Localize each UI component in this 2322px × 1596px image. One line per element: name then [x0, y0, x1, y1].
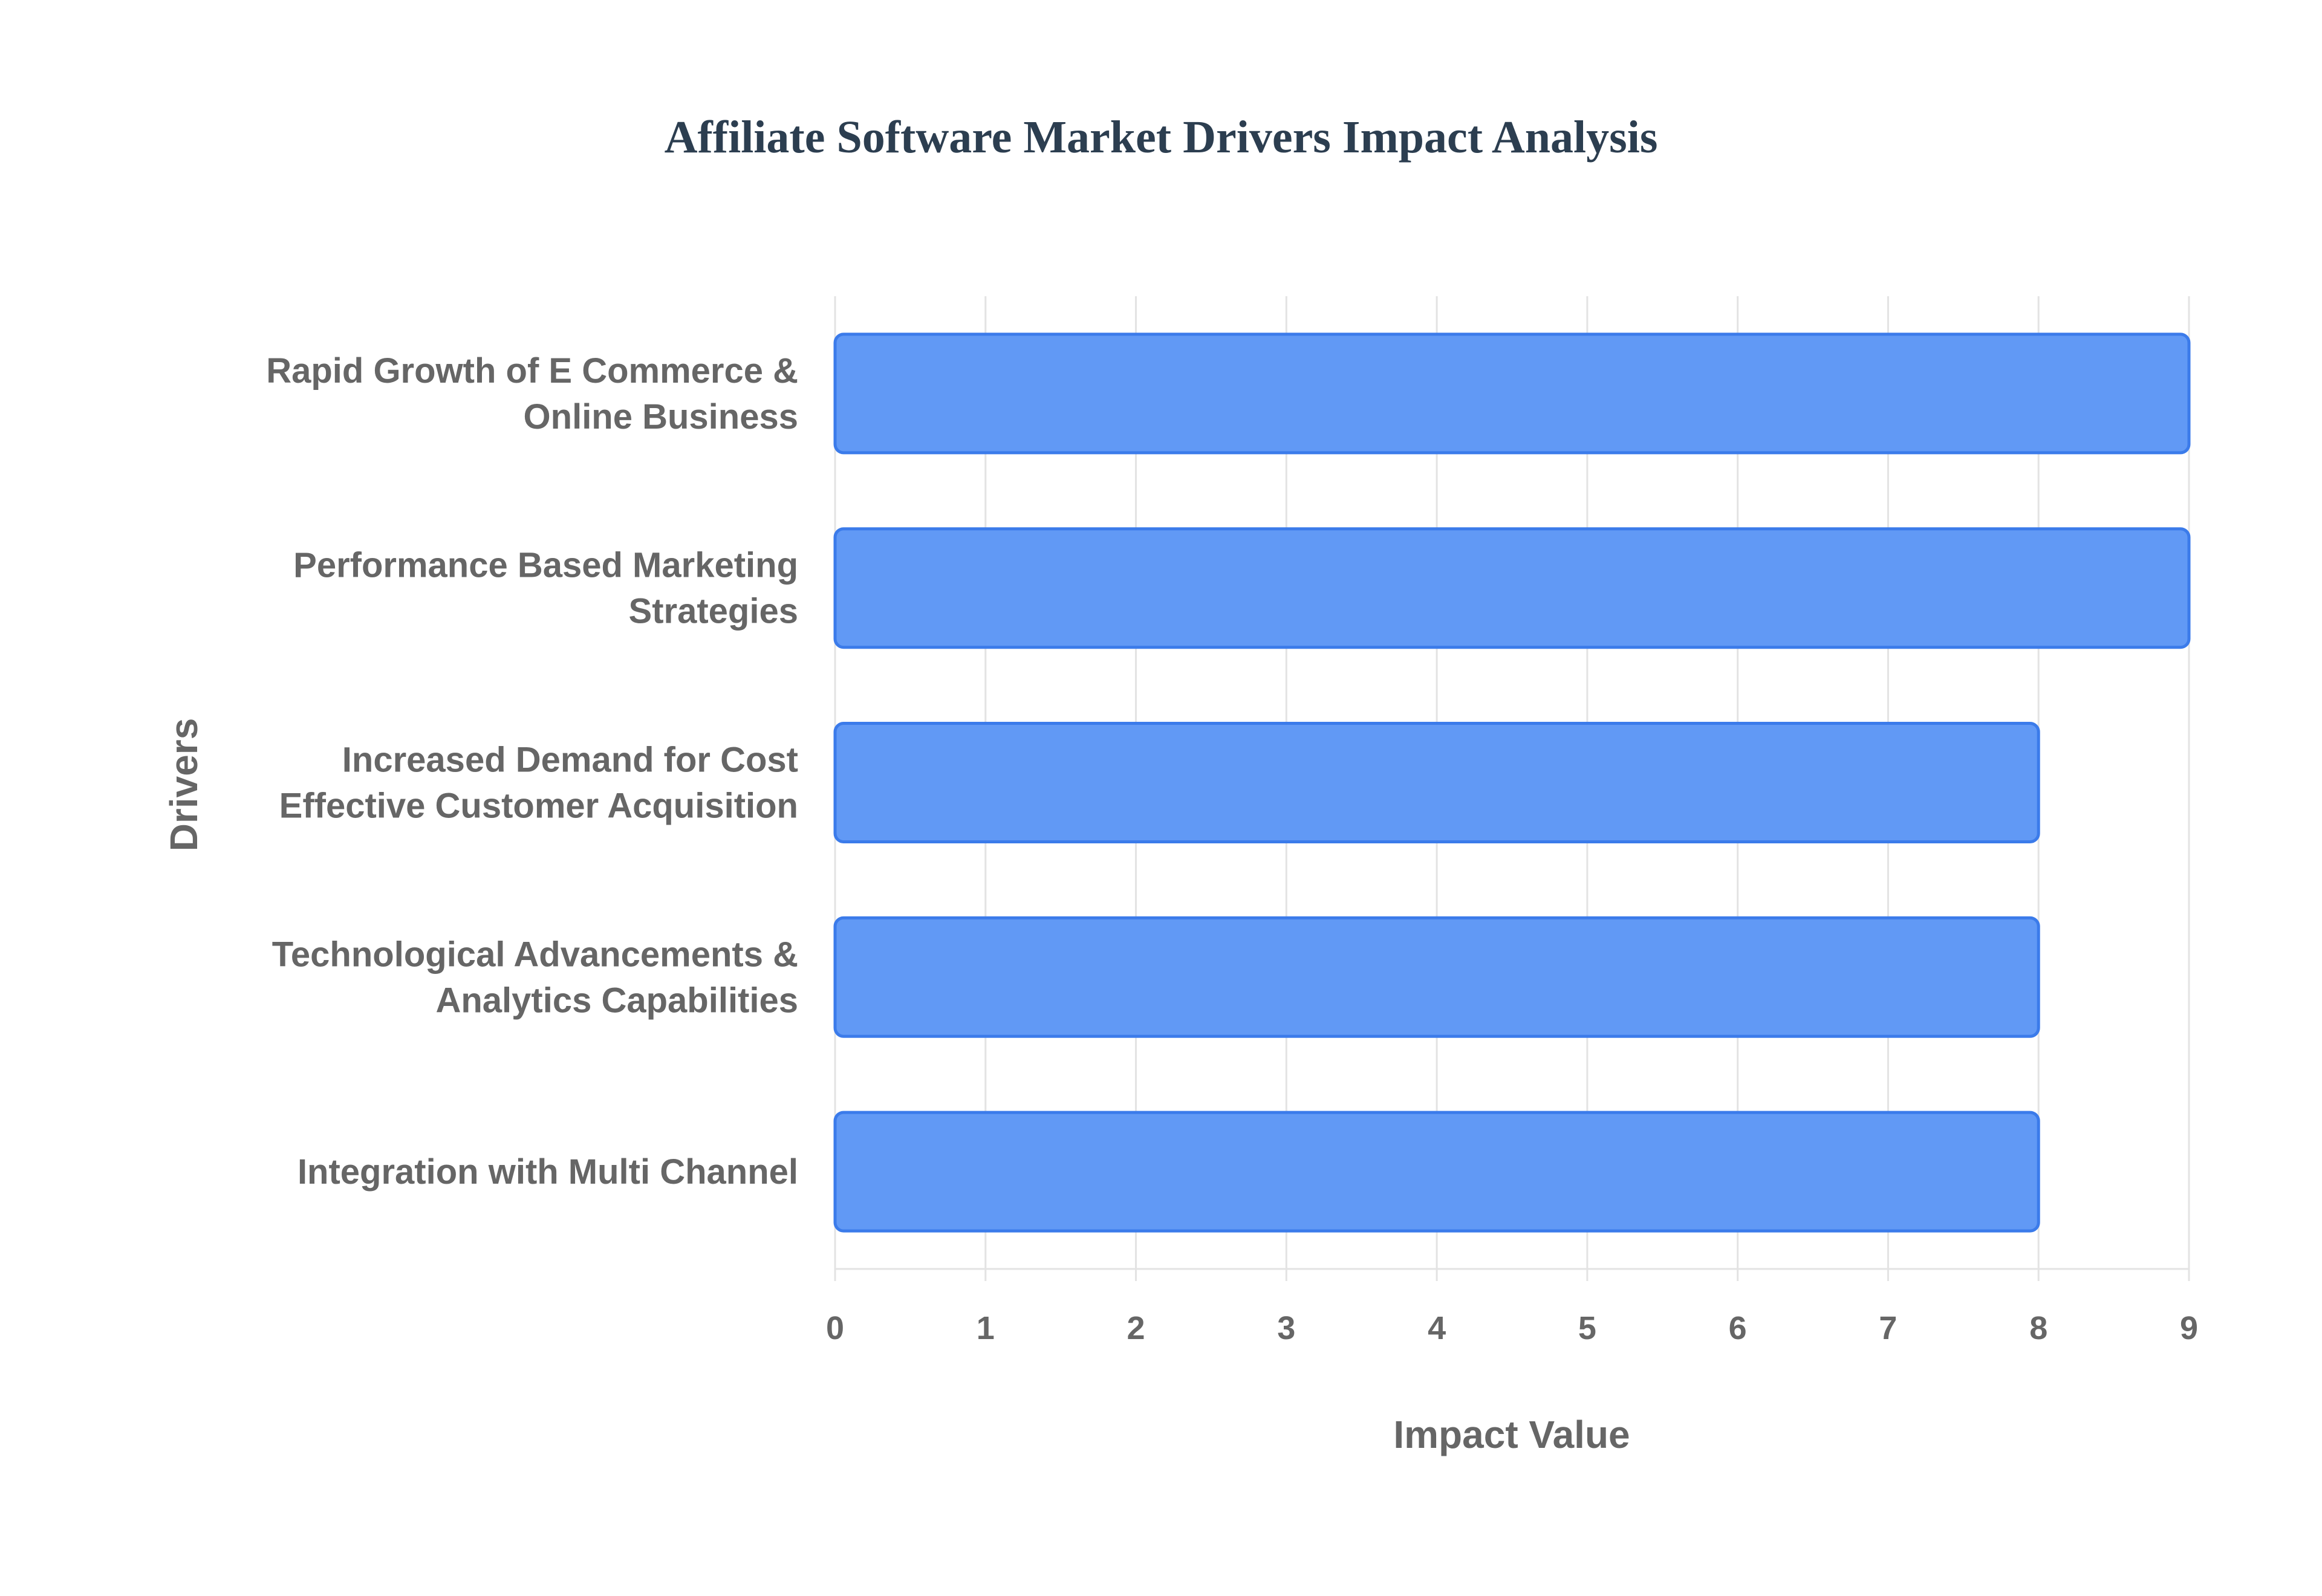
x-tick-label: 9: [2180, 1310, 2198, 1346]
category-label: Analytics Capabilities: [435, 981, 798, 1020]
x-tick-label: 0: [826, 1310, 844, 1346]
bar: [833, 1111, 2040, 1233]
x-tick-label: 7: [1879, 1310, 1897, 1346]
bar: [833, 722, 2040, 843]
bar: [833, 916, 2040, 1038]
x-tick-label: 8: [2029, 1310, 2047, 1346]
category-label: Strategies: [629, 592, 798, 631]
chart-title: Affiliate Software Market Drivers Impact…: [665, 112, 1658, 163]
category-label: Online Business: [524, 397, 798, 436]
category-labels: Rapid Growth of E Commerce & Online Busin…: [266, 351, 798, 1192]
y-axis-title: Drivers: [162, 718, 206, 852]
category-label: Increased Demand for Cost: [342, 741, 798, 780]
category-label: Technological Advancements &: [272, 935, 798, 974]
bars: [833, 332, 2191, 1233]
x-tick-label: 6: [1729, 1310, 1747, 1346]
x-tick-label: 1: [977, 1310, 995, 1346]
x-axis-title: Impact Value: [1393, 1413, 1630, 1456]
x-tick-label: 5: [1578, 1310, 1596, 1346]
x-tick-labels: 0 1 2 3 4 5 6 7 8 9: [826, 1310, 2198, 1346]
category-label: Effective Customer Acquisition: [279, 787, 798, 826]
x-tick-label: 2: [1127, 1310, 1145, 1346]
category-label: Performance Based Marketing: [293, 546, 798, 585]
x-tick-label: 3: [1277, 1310, 1295, 1346]
category-label: Integration with Multi Channel: [298, 1152, 798, 1192]
category-label: Rapid Growth of E Commerce &: [266, 351, 798, 391]
bar: [833, 332, 2191, 455]
x-tick-label: 4: [1428, 1310, 1446, 1346]
bar: [833, 527, 2191, 649]
